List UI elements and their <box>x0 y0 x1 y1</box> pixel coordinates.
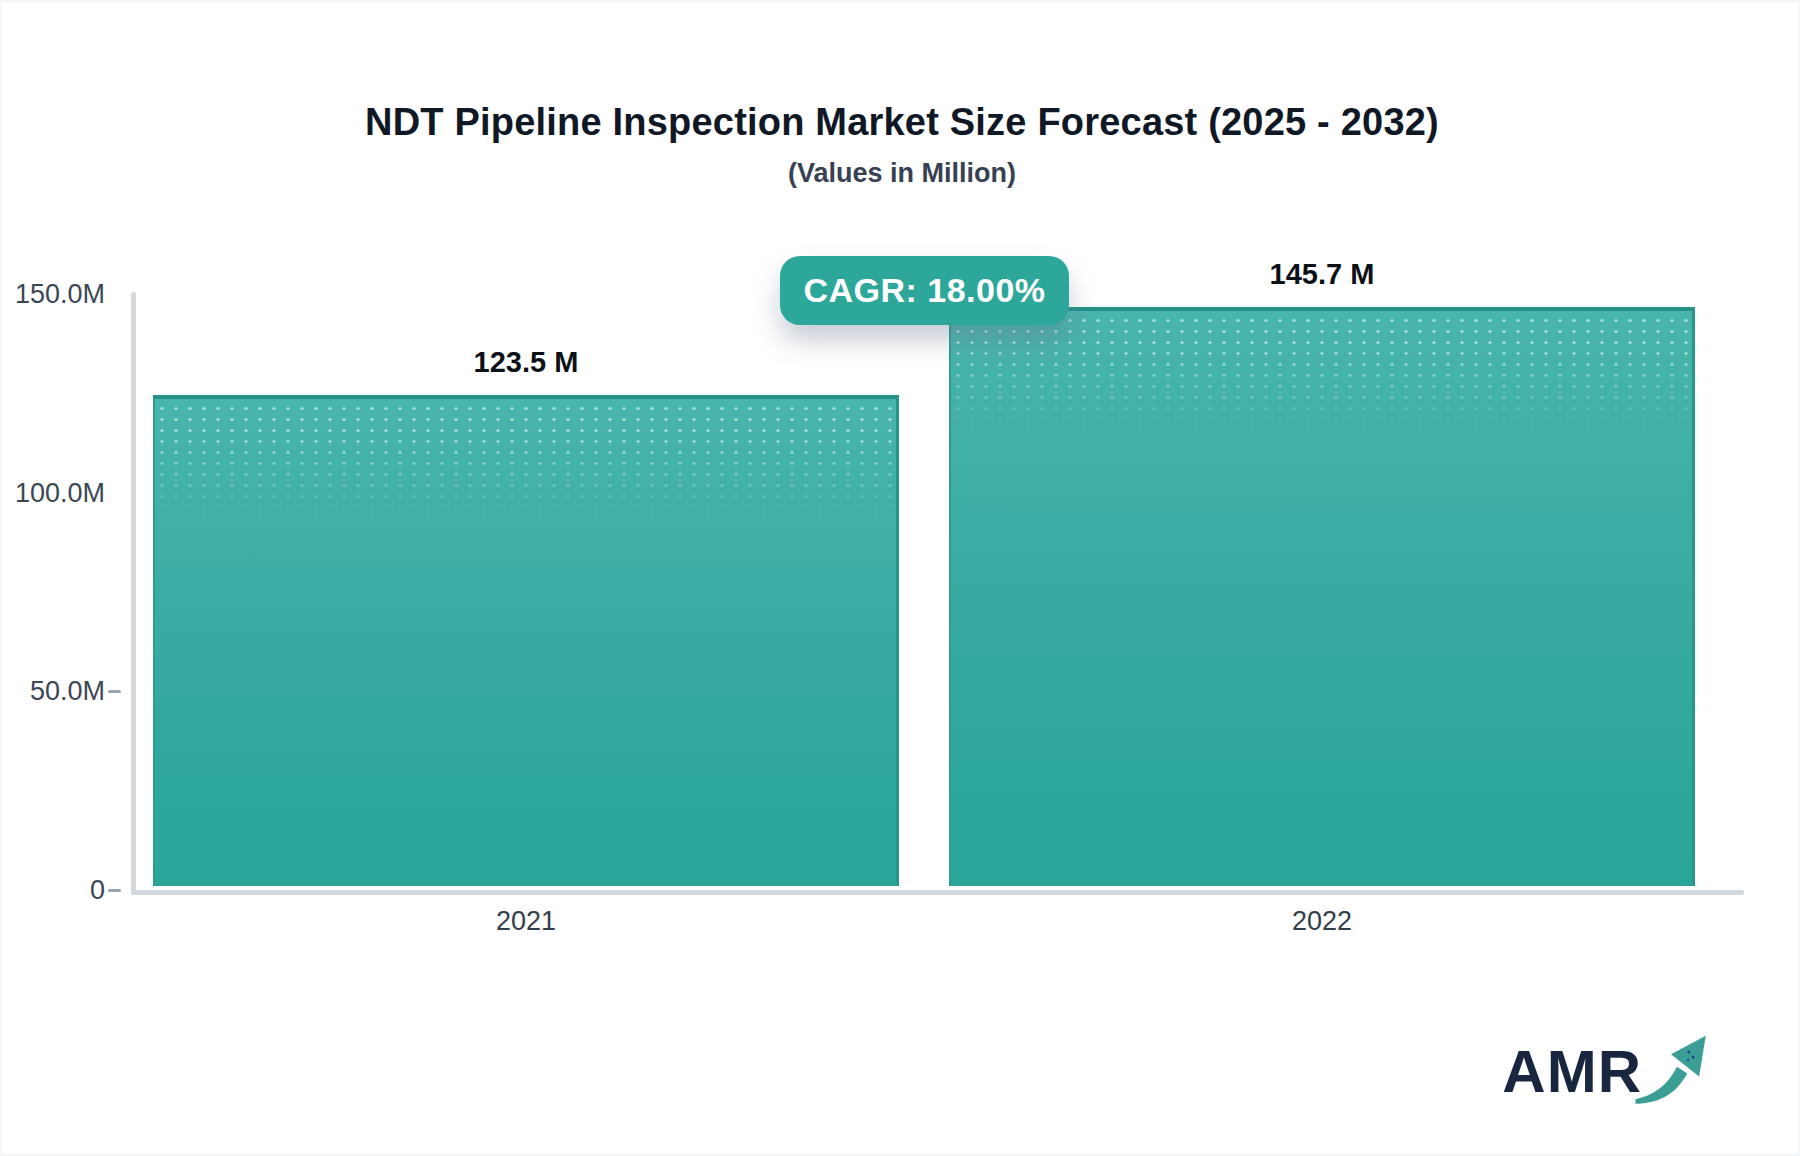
bar-2022[interactable] <box>949 307 1695 886</box>
bar-2021[interactable] <box>153 395 899 886</box>
cagr-badge: CAGR: 18.00% <box>780 256 1069 325</box>
y-axis-label: 0 <box>2 875 105 905</box>
x-axis-label-2021: 2021 <box>153 905 899 937</box>
brand-logo-text: AMR <box>1502 1042 1642 1102</box>
y-tick-100m: 100.0M <box>2 478 128 508</box>
y-axis-label: 150.0M <box>2 279 105 309</box>
chart-header: NDT Pipeline Inspection Market Size Fore… <box>2 100 1800 188</box>
bar-group-2022: 145.7 M <box>949 266 1695 886</box>
x-axis-line <box>131 890 1744 895</box>
y-tick-150m: 150.0M <box>2 279 128 309</box>
chart-title: NDT Pipeline Inspection Market Size Fore… <box>2 100 1800 144</box>
cagr-badge-label: CAGR: 18.00% <box>803 271 1045 310</box>
brand-logo: AMR <box>1502 1038 1710 1106</box>
y-axis-label: 100.0M <box>2 478 105 508</box>
trend-up-arrow-icon <box>1632 1032 1710 1106</box>
bar-value-label: 123.5 M <box>153 345 899 379</box>
tick-mark <box>108 690 121 693</box>
chart-subtitle: (Values in Million) <box>2 158 1800 188</box>
y-axis-label: 50.0M <box>2 676 105 706</box>
bar-group-2021: 123.5 M <box>153 266 899 886</box>
chart-canvas: NDT Pipeline Inspection Market Size Fore… <box>0 0 1800 1156</box>
x-axis-label-2022: 2022 <box>949 905 1695 937</box>
y-tick-50m: 50.0M <box>2 676 128 706</box>
tick-mark <box>108 889 121 892</box>
y-tick-0: 0 <box>2 875 128 905</box>
y-axis-line <box>131 292 136 895</box>
